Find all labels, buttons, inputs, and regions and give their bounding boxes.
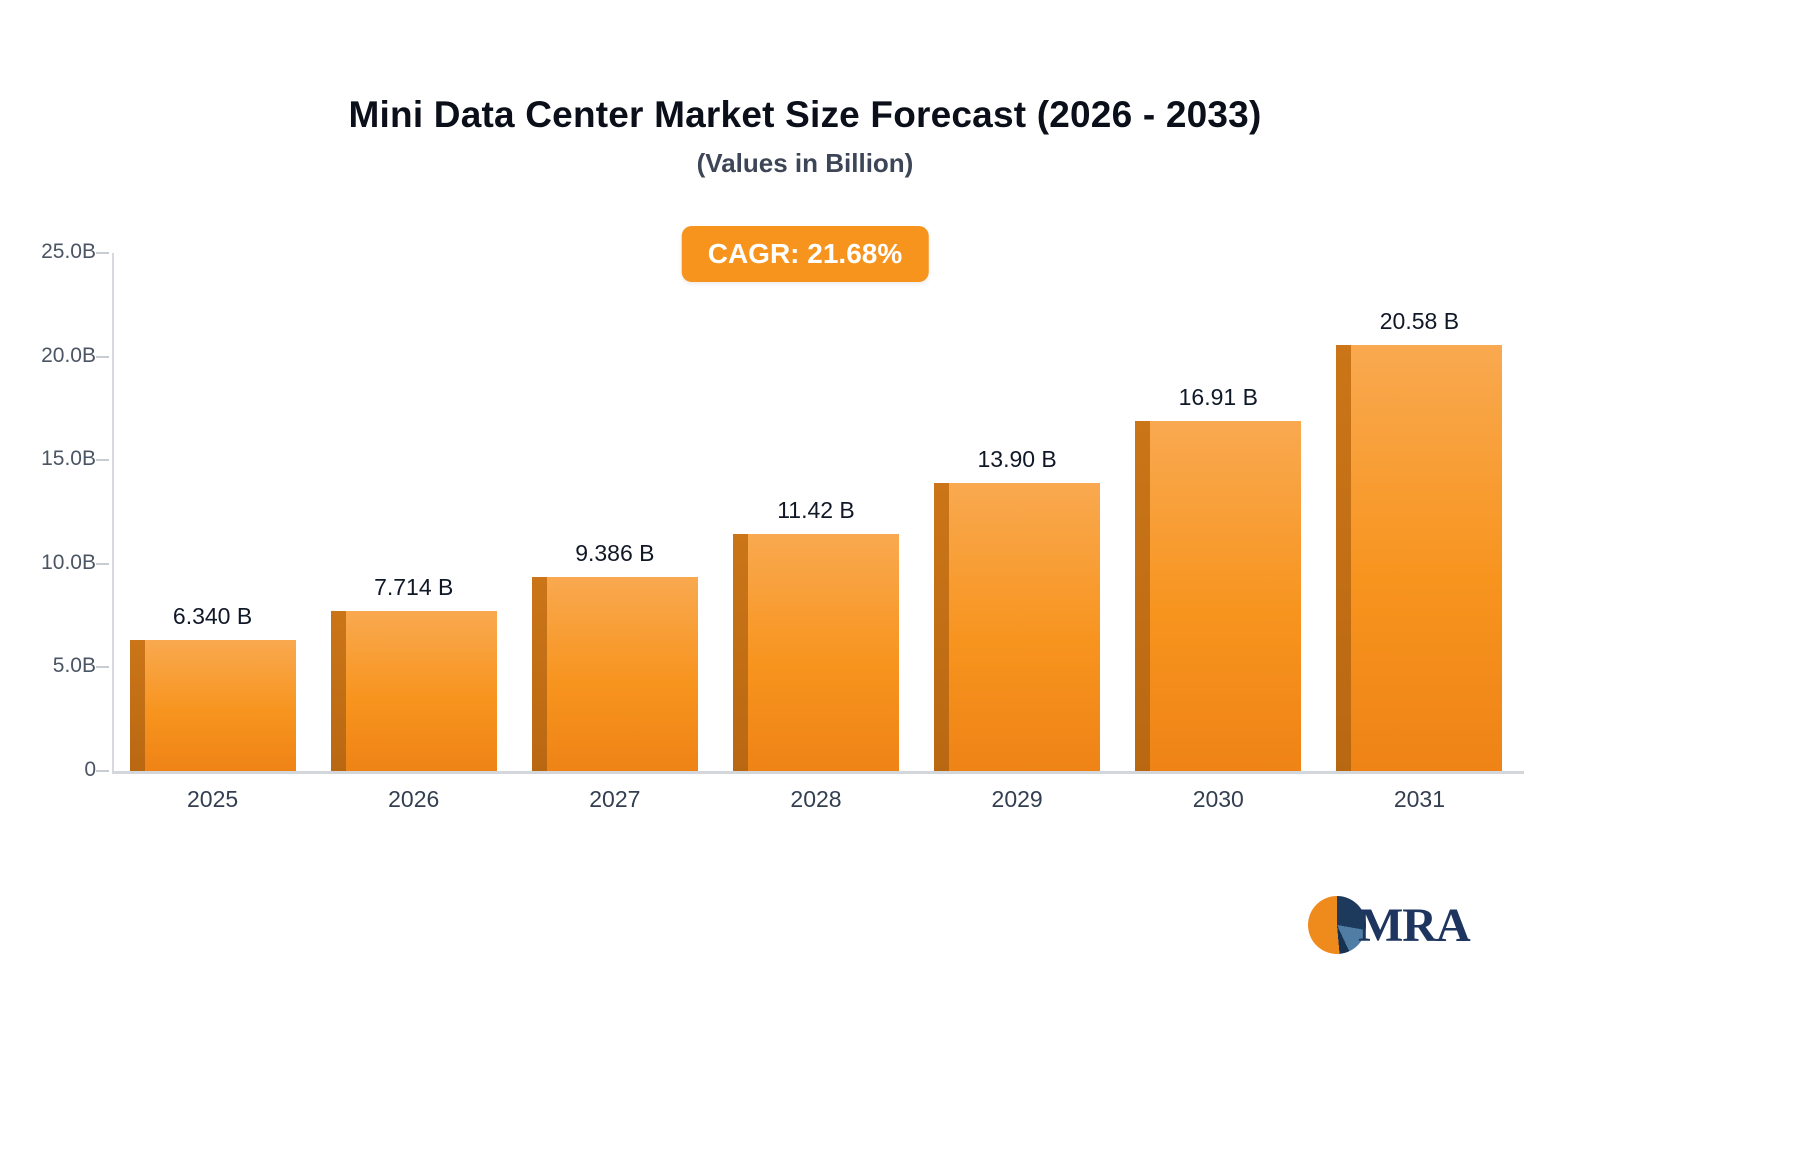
bar-side-face: [129, 640, 145, 771]
bar: [129, 640, 296, 771]
bar-group: 9.386 B: [514, 253, 715, 771]
y-tick-mark: [96, 355, 109, 358]
bar-side-face: [531, 577, 547, 771]
bar-front-face: [1150, 421, 1302, 771]
x-tick-label: 2030: [1192, 786, 1244, 812]
x-tick-label: 2027: [589, 786, 641, 812]
y-tick-label: 5.0B: [52, 654, 96, 678]
bar-side-face: [1336, 345, 1352, 771]
bar-value-label: 20.58 B: [1379, 308, 1460, 334]
bar-side-face: [934, 483, 950, 771]
bar: [732, 534, 899, 771]
x-axis-line: [112, 771, 1524, 774]
bar: [330, 611, 497, 771]
bar-value-label: 6.340 B: [172, 603, 253, 629]
chart-title: Mini Data Center Market Size Forecast (2…: [348, 94, 1262, 135]
y-tick-label: 20.0B: [41, 343, 96, 367]
bar-group: 13.90 B: [917, 253, 1118, 771]
bar-group: 7.714 B: [313, 253, 514, 771]
bar-group: 16.91 B: [1118, 253, 1319, 771]
y-tick-mark: [96, 562, 109, 565]
logo-pie-icon: [1308, 896, 1366, 954]
y-tick-label: 0: [84, 758, 96, 781]
bar-value-label: 9.386 B: [575, 540, 655, 566]
y-tick-label: 10.0B: [41, 550, 96, 574]
x-tick-label: 2029: [991, 786, 1043, 812]
bar-front-face: [144, 640, 296, 771]
bar: [1336, 345, 1503, 771]
logo-text: MRA: [1358, 898, 1471, 952]
bar-side-face: [732, 534, 748, 771]
bar: [531, 577, 698, 771]
bar-front-face: [747, 534, 899, 771]
logo: MRA: [1308, 896, 1471, 954]
bar-side-face: [1135, 421, 1151, 771]
bars-area: 6.340 B 7.714 B 9.386 B 11.42 B 13.90 B 16.91…: [112, 253, 1520, 771]
bar-group: 11.42 B: [715, 253, 916, 771]
bar-value-label: 7.714 B: [374, 574, 454, 600]
bar: [934, 483, 1101, 771]
x-tick-label: 2026: [388, 786, 440, 812]
y-tick-mark: [96, 459, 109, 462]
chart-subtitle: (Values in Billion): [696, 148, 914, 178]
cagr-badge: CAGR: 21.68%: [681, 226, 929, 282]
bar-front-face: [345, 611, 497, 771]
y-tick-mark: [96, 666, 109, 669]
y-tick-label: 25.0B: [41, 240, 96, 263]
y-tick-mark: [96, 252, 109, 254]
x-tick-label: 2031: [1393, 786, 1445, 812]
y-tick-label: 15.0B: [41, 447, 96, 471]
y-axis-line: [112, 253, 114, 773]
bar-value-label: 11.42 B: [777, 497, 855, 523]
bar-group: 20.58 B: [1319, 253, 1520, 771]
y-tick-mark: [96, 770, 109, 772]
bar-front-face: [1351, 345, 1503, 771]
x-tick-label: 2028: [790, 786, 842, 812]
x-axis-labels: 2025 2026 2027 2028 2029 2030 2031: [112, 786, 1520, 813]
bar-side-face: [330, 611, 346, 771]
bar: [1135, 421, 1302, 771]
bar-value-label: 16.91 B: [1178, 384, 1258, 410]
x-tick-label: 2025: [186, 786, 239, 812]
bar-front-face: [546, 577, 698, 771]
bar-front-face: [949, 483, 1101, 771]
bar-value-label: 13.90 B: [977, 446, 1057, 472]
bar-group: 6.340 B: [112, 253, 313, 771]
